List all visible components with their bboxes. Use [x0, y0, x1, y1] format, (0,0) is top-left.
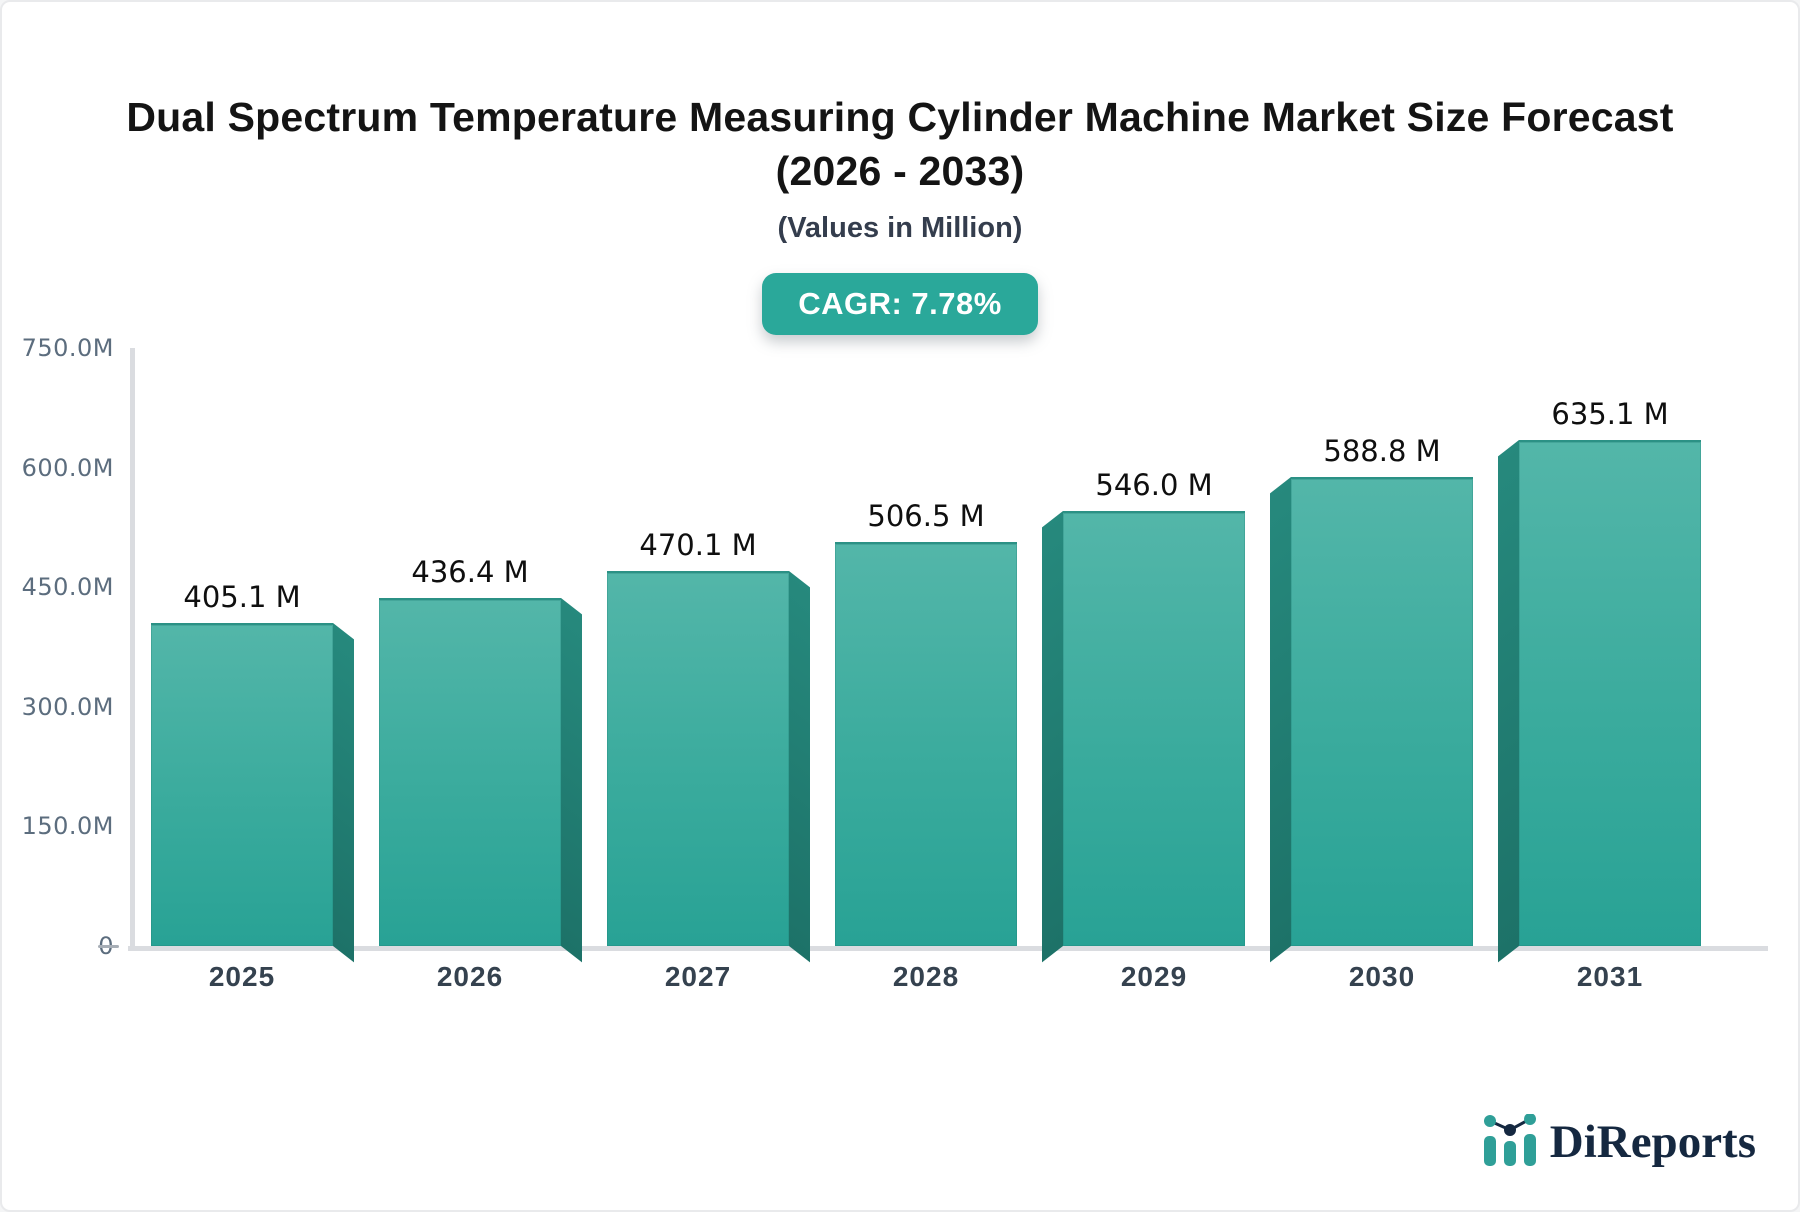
bar-value-label: 470.1 M [639, 528, 757, 563]
bar-group[interactable]: 436.4 M 2026 [379, 555, 582, 992]
x-axis-category-label: 2027 [664, 960, 732, 992]
x-axis-category-label: 2030 [1348, 960, 1416, 992]
bar-group[interactable]: 588.8 M 2030 [1270, 434, 1473, 992]
y-axis-tick-label: 150.0M [21, 812, 114, 841]
bar-value-label: 506.5 M [867, 499, 985, 534]
bar-3d-side [1498, 439, 1519, 963]
direports-logo-text: DiReports [1549, 1116, 1756, 1168]
x-axis-category-label: 2029 [1120, 960, 1188, 992]
bar-3d-side [561, 598, 582, 963]
y-axis-line [130, 348, 135, 950]
chart-header: Dual Spectrum Temperature Measuring Cyli… [2, 2, 1798, 336]
chart-title-line2: (2026 - 2033) [775, 148, 1025, 195]
x-axis-category-label: 2028 [892, 960, 960, 992]
bar-group[interactable]: 635.1 M 2031 [1498, 397, 1701, 992]
bar-3d-side [333, 623, 354, 963]
direports-logo-icon [1483, 1114, 1536, 1166]
y-axis-tick-label: 600.0M [21, 453, 114, 482]
bar-3d-side [1042, 510, 1063, 963]
bar[interactable] [1291, 476, 1473, 946]
y-axis-tick-label: 450.0M [21, 573, 114, 602]
chart-title-line1: Dual Spectrum Temperature Measuring Cyli… [126, 94, 1674, 140]
bar-group[interactable]: 506.5 M 2028 [835, 499, 1017, 992]
x-axis-category-label: 2025 [208, 960, 276, 992]
x-axis-line [128, 946, 1768, 951]
bar[interactable] [607, 571, 789, 946]
chart-title: Dual Spectrum Temperature Measuring Cyli… [42, 90, 1758, 198]
bar-value-label: 405.1 M [183, 580, 301, 614]
bar-value-label: 588.8 M [1323, 433, 1441, 468]
y-axis-zero-tick [98, 945, 119, 948]
bar[interactable] [379, 598, 561, 946]
bar-value-label: 635.1 M [1551, 396, 1669, 431]
bar[interactable] [1063, 510, 1245, 946]
bar-3d-side [1270, 476, 1291, 963]
bar-value-label: 546.0 M [1095, 467, 1213, 502]
bar-group[interactable]: 470.1 M 2027 [607, 528, 810, 992]
direports-logo: DiReports [1482, 1114, 1756, 1166]
bar-group[interactable]: 546.0 M 2029 [1042, 468, 1245, 992]
bar-group[interactable]: 405.1 M 2025 [151, 580, 354, 992]
y-axis-tick-label: 300.0M [21, 692, 114, 721]
bar[interactable] [835, 542, 1017, 946]
bar-3d-side [789, 571, 810, 963]
chart-subtitle: (Values in Million) [777, 212, 1023, 245]
y-axis-tick-label: 750.0M [21, 334, 114, 362]
x-axis-category-label: 2031 [1576, 960, 1644, 992]
bar[interactable] [151, 623, 333, 946]
x-axis-category-label: 2026 [436, 960, 504, 992]
bar-value-label: 436.4 M [411, 555, 529, 590]
bar[interactable] [1519, 439, 1701, 946]
cagr-badge: CAGR: 7.78% [762, 273, 1038, 336]
